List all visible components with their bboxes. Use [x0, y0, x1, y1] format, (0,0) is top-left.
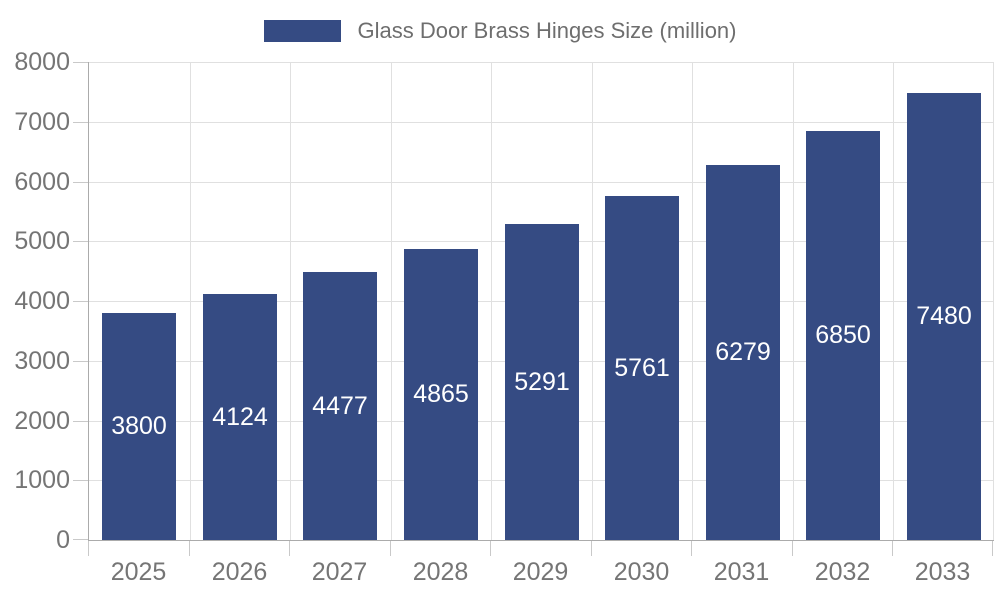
h-gridline [89, 182, 994, 183]
x-tick [892, 541, 893, 556]
x-tick-label: 2031 [713, 558, 770, 586]
bar: 4477 [303, 272, 377, 540]
v-gridline [290, 62, 291, 540]
x-tick-label: 2027 [311, 558, 368, 586]
x-tick [390, 541, 391, 556]
y-tick-label: 7000 [14, 108, 70, 136]
y-tick-label: 1000 [14, 466, 70, 494]
x-tick-label: 2029 [512, 558, 569, 586]
x-tick [792, 541, 793, 556]
bar: 6279 [706, 165, 780, 540]
y-axis: 0 1000 2000 3000 4000 5000 6000 7000 8000 [0, 48, 88, 554]
v-gridline [893, 62, 894, 540]
v-gridline [993, 62, 994, 540]
v-gridline [391, 62, 392, 540]
y-tick-label: 0 [56, 526, 70, 554]
x-tick [289, 541, 290, 556]
x-tick [189, 541, 190, 556]
y-tick-label: 4000 [14, 287, 70, 315]
h-gridline [89, 122, 994, 123]
y-tick [73, 361, 88, 362]
bar-value-label: 4865 [413, 380, 469, 408]
y-tick-label: 6000 [14, 168, 70, 196]
x-tick [691, 541, 692, 556]
bar: 7480 [907, 93, 981, 540]
legend-label: Glass Door Brass Hinges Size (million) [357, 18, 737, 43]
x-tick [88, 541, 89, 556]
legend: Glass Door Brass Hinges Size (million) [0, 18, 1000, 44]
y-tick [73, 301, 88, 302]
x-tick-label: 2028 [412, 558, 469, 586]
v-gridline [592, 62, 593, 540]
v-gridline [793, 62, 794, 540]
x-tick-label: 2030 [613, 558, 670, 586]
x-tick-label: 2025 [110, 558, 167, 586]
y-tick [73, 122, 88, 123]
y-tick [73, 62, 88, 63]
v-gridline [190, 62, 191, 540]
x-tick [490, 541, 491, 556]
y-tick [73, 480, 88, 481]
bar: 3800 [102, 313, 176, 540]
bar: 5761 [605, 196, 679, 540]
x-tick-label: 2032 [814, 558, 871, 586]
bar-value-label: 5291 [514, 367, 570, 396]
bar: 4124 [203, 294, 277, 540]
y-tick [73, 241, 88, 242]
y-tick [73, 182, 88, 183]
x-tick [591, 541, 592, 556]
bar-value-label: 3800 [111, 412, 167, 440]
y-tick [73, 539, 88, 540]
y-tick-label: 8000 [14, 48, 70, 76]
bar-value-label: 4477 [312, 391, 368, 420]
bar: 5291 [505, 224, 579, 540]
bar-value-label: 6850 [815, 321, 871, 349]
bar: 6850 [806, 131, 880, 540]
x-tick-label: 2033 [914, 558, 971, 586]
h-gridline [89, 62, 994, 63]
x-axis: 2025 2026 2027 2028 2029 2030 2031 2032 2033 [88, 541, 993, 600]
x-tick [992, 541, 993, 556]
y-tick [73, 421, 88, 422]
x-tick-label: 2026 [211, 558, 268, 586]
y-tick-label: 5000 [14, 227, 70, 255]
legend-swatch [263, 20, 341, 42]
bar-value-label: 7480 [916, 302, 972, 330]
bar-value-label: 6279 [715, 338, 771, 366]
bar-value-label: 4124 [212, 402, 268, 431]
y-tick-label: 3000 [14, 347, 70, 375]
v-gridline [491, 62, 492, 540]
bar-value-label: 5761 [614, 353, 670, 382]
v-gridline [692, 62, 693, 540]
y-tick-label: 2000 [14, 407, 70, 435]
plot-area: 3800 4124 4477 4865 5291 5761 6279 6850 7480 [88, 62, 994, 541]
bar: 4865 [404, 249, 478, 540]
